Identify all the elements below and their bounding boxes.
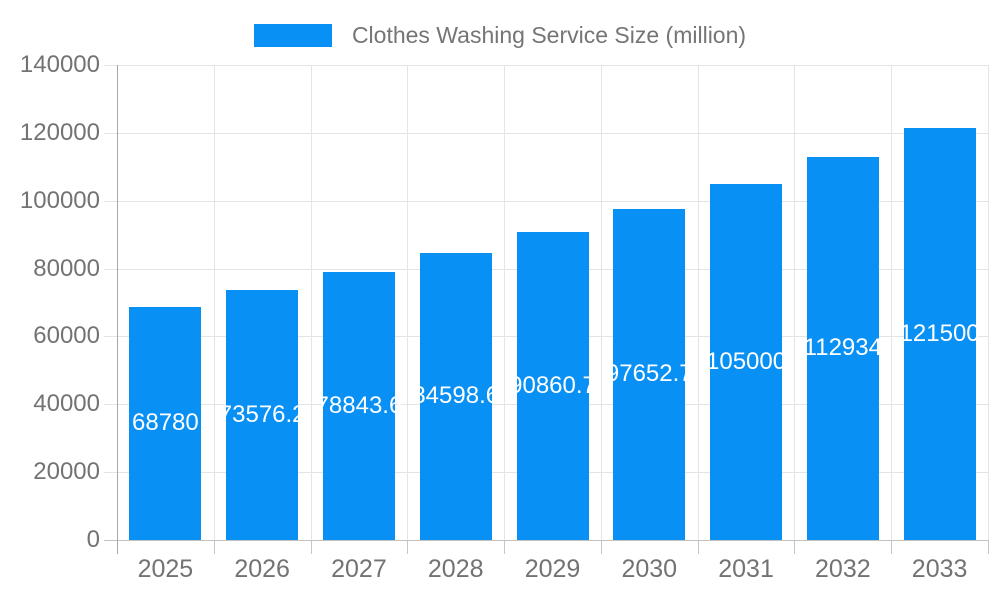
x-tick-label: 2026 bbox=[234, 555, 290, 583]
x-tick-label: 2027 bbox=[331, 555, 387, 583]
y-tick-label: 80000 bbox=[33, 254, 100, 282]
x-axis-tick bbox=[407, 540, 409, 554]
bar bbox=[806, 156, 879, 540]
x-gridline bbox=[794, 65, 796, 540]
x-gridline bbox=[988, 65, 989, 540]
x-gridline bbox=[891, 65, 893, 540]
x-axis-tick bbox=[600, 540, 602, 554]
bar-value-label: 73576.2 bbox=[218, 401, 306, 429]
x-gridline bbox=[697, 65, 699, 540]
x-gridline bbox=[407, 65, 409, 540]
bar-value-label: 97652.7 bbox=[605, 360, 693, 388]
y-tick-label: 40000 bbox=[33, 390, 100, 418]
x-axis-tick bbox=[213, 540, 215, 554]
bar-value-label: 121500 bbox=[899, 319, 980, 347]
x-tick-label: 2029 bbox=[524, 555, 581, 583]
y-tick-label: 100000 bbox=[19, 186, 100, 214]
y-tick-label: 60000 bbox=[33, 322, 100, 350]
bar-value-label: 68780 bbox=[132, 409, 199, 437]
bar bbox=[226, 290, 299, 540]
x-axis-tick bbox=[988, 540, 989, 554]
y-gridline bbox=[104, 132, 988, 134]
y-tick-label: 140000 bbox=[19, 51, 100, 78]
x-tick-label: 2025 bbox=[137, 555, 194, 583]
x-tick-label: 2033 bbox=[911, 555, 968, 583]
bar-value-label: 78843.6 bbox=[315, 392, 403, 420]
x-axis-tick bbox=[310, 540, 312, 554]
bar-value-label: 90860.7 bbox=[509, 371, 596, 399]
x-tick-label: 2030 bbox=[621, 555, 678, 583]
bar-value-label: 105000 bbox=[706, 347, 787, 375]
y-axis-line bbox=[117, 65, 118, 554]
x-axis-tick bbox=[504, 540, 506, 554]
y-tick-label: 0 bbox=[86, 526, 100, 553]
x-axis-tick bbox=[794, 540, 796, 554]
bar bbox=[903, 127, 976, 540]
bar bbox=[613, 208, 686, 540]
y-gridline bbox=[104, 200, 988, 202]
x-axis-tick bbox=[697, 540, 699, 554]
x-axis-line bbox=[104, 540, 988, 541]
bar bbox=[419, 252, 492, 540]
bar bbox=[710, 183, 783, 540]
x-gridline bbox=[213, 65, 215, 540]
x-tick-label: 2032 bbox=[815, 555, 871, 583]
x-gridline bbox=[310, 65, 312, 540]
x-gridline bbox=[504, 65, 506, 540]
bar bbox=[516, 231, 589, 540]
x-tick-label: 2031 bbox=[718, 555, 774, 583]
x-gridline bbox=[600, 65, 602, 540]
y-tick-label: 120000 bbox=[19, 118, 100, 146]
legend-swatch bbox=[253, 24, 332, 47]
x-axis-tick bbox=[891, 540, 893, 554]
legend-label: Clothes Washing Service Size (million) bbox=[351, 22, 747, 48]
y-tick-label: 20000 bbox=[33, 458, 100, 486]
x-tick-label: 2028 bbox=[427, 555, 484, 583]
bar-value-label: 84598.6 bbox=[412, 382, 500, 410]
bar-value-label: 112934 bbox=[803, 334, 882, 362]
legend[interactable]: Clothes Washing Service Size (million) bbox=[0, 22, 1000, 49]
bar bbox=[322, 272, 395, 540]
y-gridline bbox=[104, 65, 988, 66]
bar bbox=[129, 306, 202, 540]
